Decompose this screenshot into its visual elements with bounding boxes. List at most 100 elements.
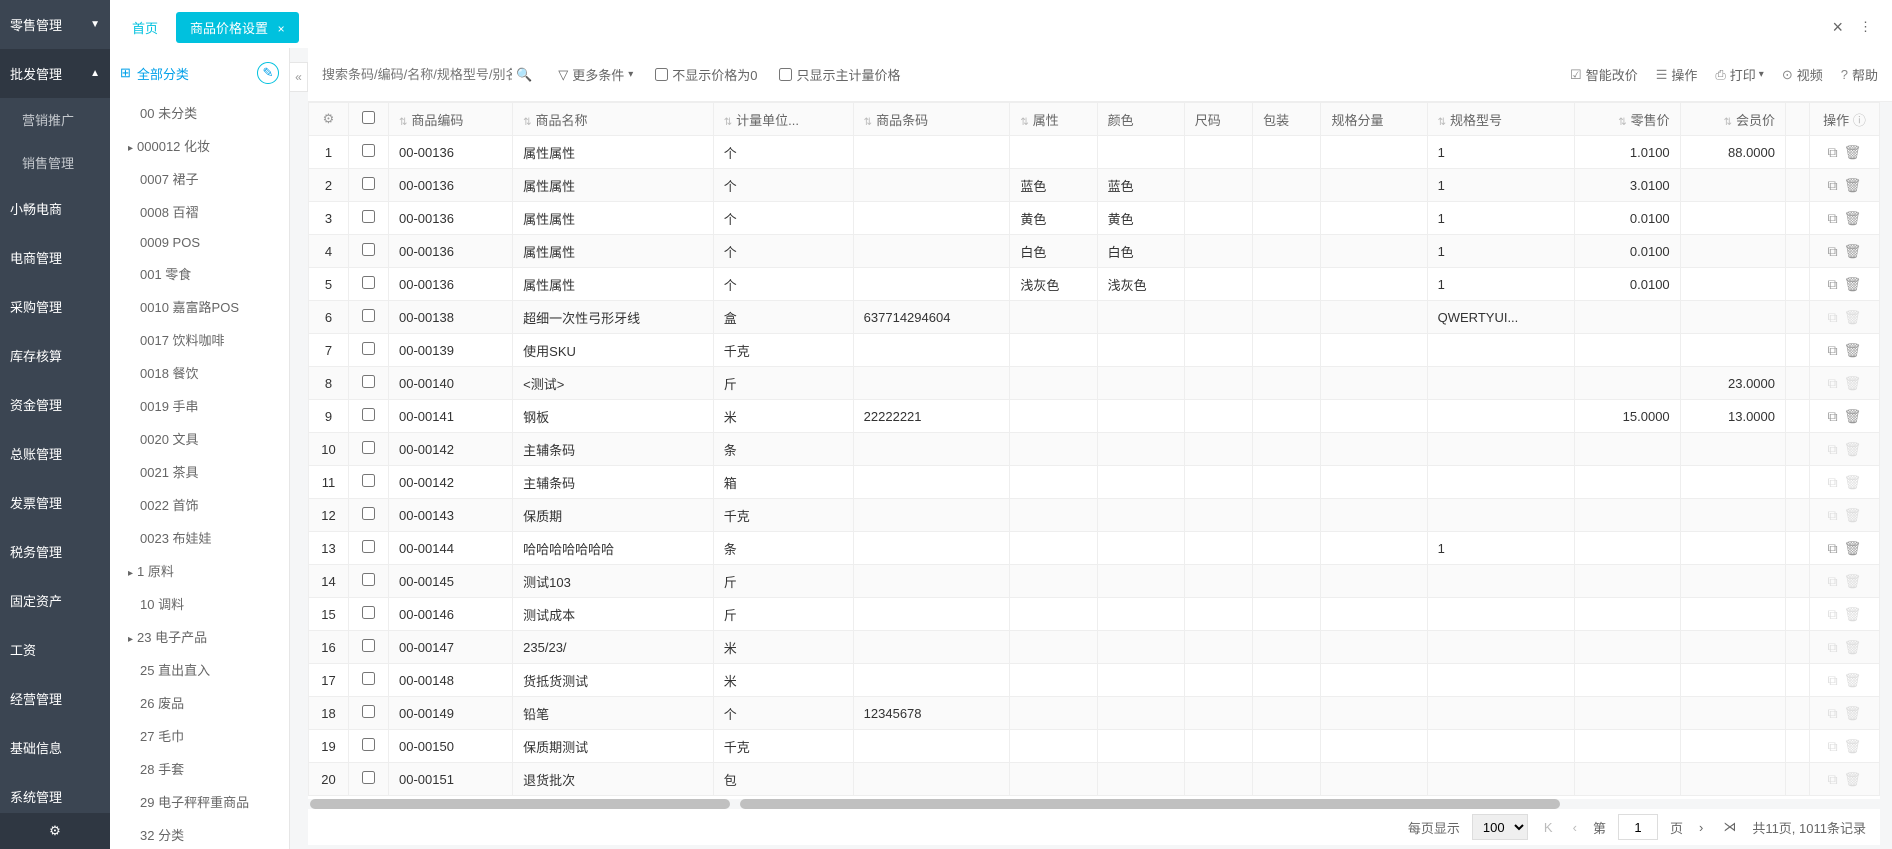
row-checkbox[interactable] [362,474,375,487]
sidebar-item-15[interactable]: 基础信息 [0,723,110,772]
category-item-22[interactable]: 32 分类 [110,818,289,849]
sidebar-item-0[interactable]: 零售管理▼ [0,0,110,49]
row-checkbox[interactable] [362,408,375,421]
category-item-14[interactable]: 1 原料 [110,554,289,587]
sidebar-item-13[interactable]: 工资 [0,625,110,674]
delete-row-icon[interactable]: 🗑 [1844,177,1862,193]
category-item-11[interactable]: 0021 茶具 [110,455,289,488]
checkbox-main-unit[interactable]: 只显示主计量价格 [779,65,900,84]
col-name[interactable]: ⇅商品名称 [513,103,714,136]
prev-page-button[interactable]: ‹ [1569,820,1581,835]
col-retail[interactable]: ⇅零售价 [1575,103,1680,136]
first-page-button[interactable]: K [1540,820,1557,835]
sidebar-item-3[interactable]: 销售管理 [0,141,110,184]
row-checkbox[interactable] [362,573,375,586]
sidebar-item-1[interactable]: 批发管理▲ [0,49,110,98]
category-item-19[interactable]: 27 毛巾 [110,719,289,752]
row-checkbox[interactable] [362,210,375,223]
sidebar-item-14[interactable]: 经营管理 [0,674,110,723]
category-item-0[interactable]: 00 未分类 [110,96,289,129]
category-item-8[interactable]: 0018 餐饮 [110,356,289,389]
delete-row-icon[interactable]: 🗑 [1844,342,1862,358]
horizontal-scrollbar[interactable] [308,799,1880,809]
checkbox-hide-zero[interactable]: 不显示价格为0 [655,65,757,84]
checkbox-header[interactable] [349,103,389,136]
row-checkbox[interactable] [362,276,375,289]
category-item-16[interactable]: 23 电子产品 [110,620,289,653]
category-item-13[interactable]: 0023 布娃娃 [110,521,289,554]
category-item-21[interactable]: 29 电子秤秤重商品 [110,785,289,818]
row-checkbox[interactable] [362,672,375,685]
row-checkbox[interactable] [362,144,375,157]
edit-row-icon[interactable]: ⧉ [1828,144,1838,160]
col-unit[interactable]: ⇅计量单位... [713,103,853,136]
category-item-5[interactable]: 001 零食 [110,257,289,290]
select-all-checkbox[interactable] [362,111,375,124]
category-item-1[interactable]: 000012 化妆 [110,129,289,162]
sidebar-settings[interactable]: ⚙ [0,813,110,849]
row-checkbox[interactable] [362,342,375,355]
edit-row-icon[interactable]: ⧉ [1828,243,1838,259]
category-item-17[interactable]: 25 直出直入 [110,653,289,686]
edit-row-icon[interactable]: ⧉ [1828,177,1838,193]
help-button[interactable]: ?帮助 [1841,65,1878,84]
row-checkbox[interactable] [362,309,375,322]
sidebar-item-12[interactable]: 固定资产 [0,576,110,625]
sidebar-item-8[interactable]: 资金管理 [0,380,110,429]
search-input[interactable] [322,67,512,82]
action-button[interactable]: ☰操作 [1656,65,1698,84]
per-page-select[interactable]: 100 [1472,814,1528,840]
edit-row-icon[interactable]: ⧉ [1828,408,1838,424]
row-checkbox[interactable] [362,738,375,751]
tab-price-settings[interactable]: 商品价格设置 × [176,12,299,43]
page-input[interactable] [1618,814,1658,840]
tab-home[interactable]: 首页 [118,12,172,43]
more-conditions[interactable]: ▽ 更多条件 ▾ [558,65,633,84]
delete-row-icon[interactable]: 🗑 [1844,243,1862,259]
category-header[interactable]: ⊞ 全部分类 ✎ [110,62,289,96]
category-item-2[interactable]: 0007 裙子 [110,162,289,195]
smart-price-button[interactable]: ☑智能改价 [1570,65,1638,84]
sidebar-item-9[interactable]: 总账管理 [0,429,110,478]
delete-row-icon[interactable]: 🗑 [1844,540,1862,556]
sidebar-item-2[interactable]: 营销推广 [0,98,110,141]
sidebar-item-11[interactable]: 税务管理 [0,527,110,576]
category-item-3[interactable]: 0008 百褶 [110,195,289,228]
row-checkbox[interactable] [362,639,375,652]
sidebar-item-7[interactable]: 库存核算 [0,331,110,380]
col-member[interactable]: ⇅会员价 [1680,103,1785,136]
category-item-7[interactable]: 0017 饮料咖啡 [110,323,289,356]
edit-row-icon[interactable]: ⧉ [1828,210,1838,226]
row-checkbox[interactable] [362,606,375,619]
col-size[interactable]: 尺码 [1184,103,1252,136]
edit-row-icon[interactable]: ⧉ [1828,342,1838,358]
edit-row-icon[interactable]: ⧉ [1828,540,1838,556]
category-item-4[interactable]: 0009 POS [110,228,289,257]
info-icon[interactable]: ⓘ [1853,113,1866,128]
checkbox-main-unit-input[interactable] [779,68,792,81]
video-button[interactable]: ⊙视频 [1782,65,1823,84]
row-checkbox[interactable] [362,540,375,553]
col-attr[interactable]: ⇅属性 [1010,103,1097,136]
col-color[interactable]: 颜色 [1097,103,1184,136]
category-item-18[interactable]: 26 废品 [110,686,289,719]
delete-row-icon[interactable]: 🗑 [1844,408,1862,424]
category-item-12[interactable]: 0022 首饰 [110,488,289,521]
col-barcode[interactable]: ⇅商品条码 [853,103,1010,136]
tabbar-close-icon[interactable]: × [1832,17,1843,38]
sidebar-item-6[interactable]: 采购管理 [0,282,110,331]
next-page-button[interactable]: › [1695,820,1707,835]
row-checkbox[interactable] [362,375,375,388]
delete-row-icon[interactable]: 🗑 [1844,210,1862,226]
category-item-20[interactable]: 28 手套 [110,752,289,785]
sidebar-item-5[interactable]: 电商管理 [0,233,110,282]
row-checkbox[interactable] [362,507,375,520]
category-item-6[interactable]: 0010 嘉富路POS [110,290,289,323]
gear-header[interactable]: ⚙ [309,103,349,136]
row-checkbox[interactable] [362,243,375,256]
edit-row-icon[interactable]: ⧉ [1828,276,1838,292]
row-checkbox[interactable] [362,441,375,454]
search-icon[interactable]: 🔍 [516,67,532,83]
close-icon[interactable]: × [278,22,285,36]
delete-row-icon[interactable]: 🗑 [1844,144,1862,160]
